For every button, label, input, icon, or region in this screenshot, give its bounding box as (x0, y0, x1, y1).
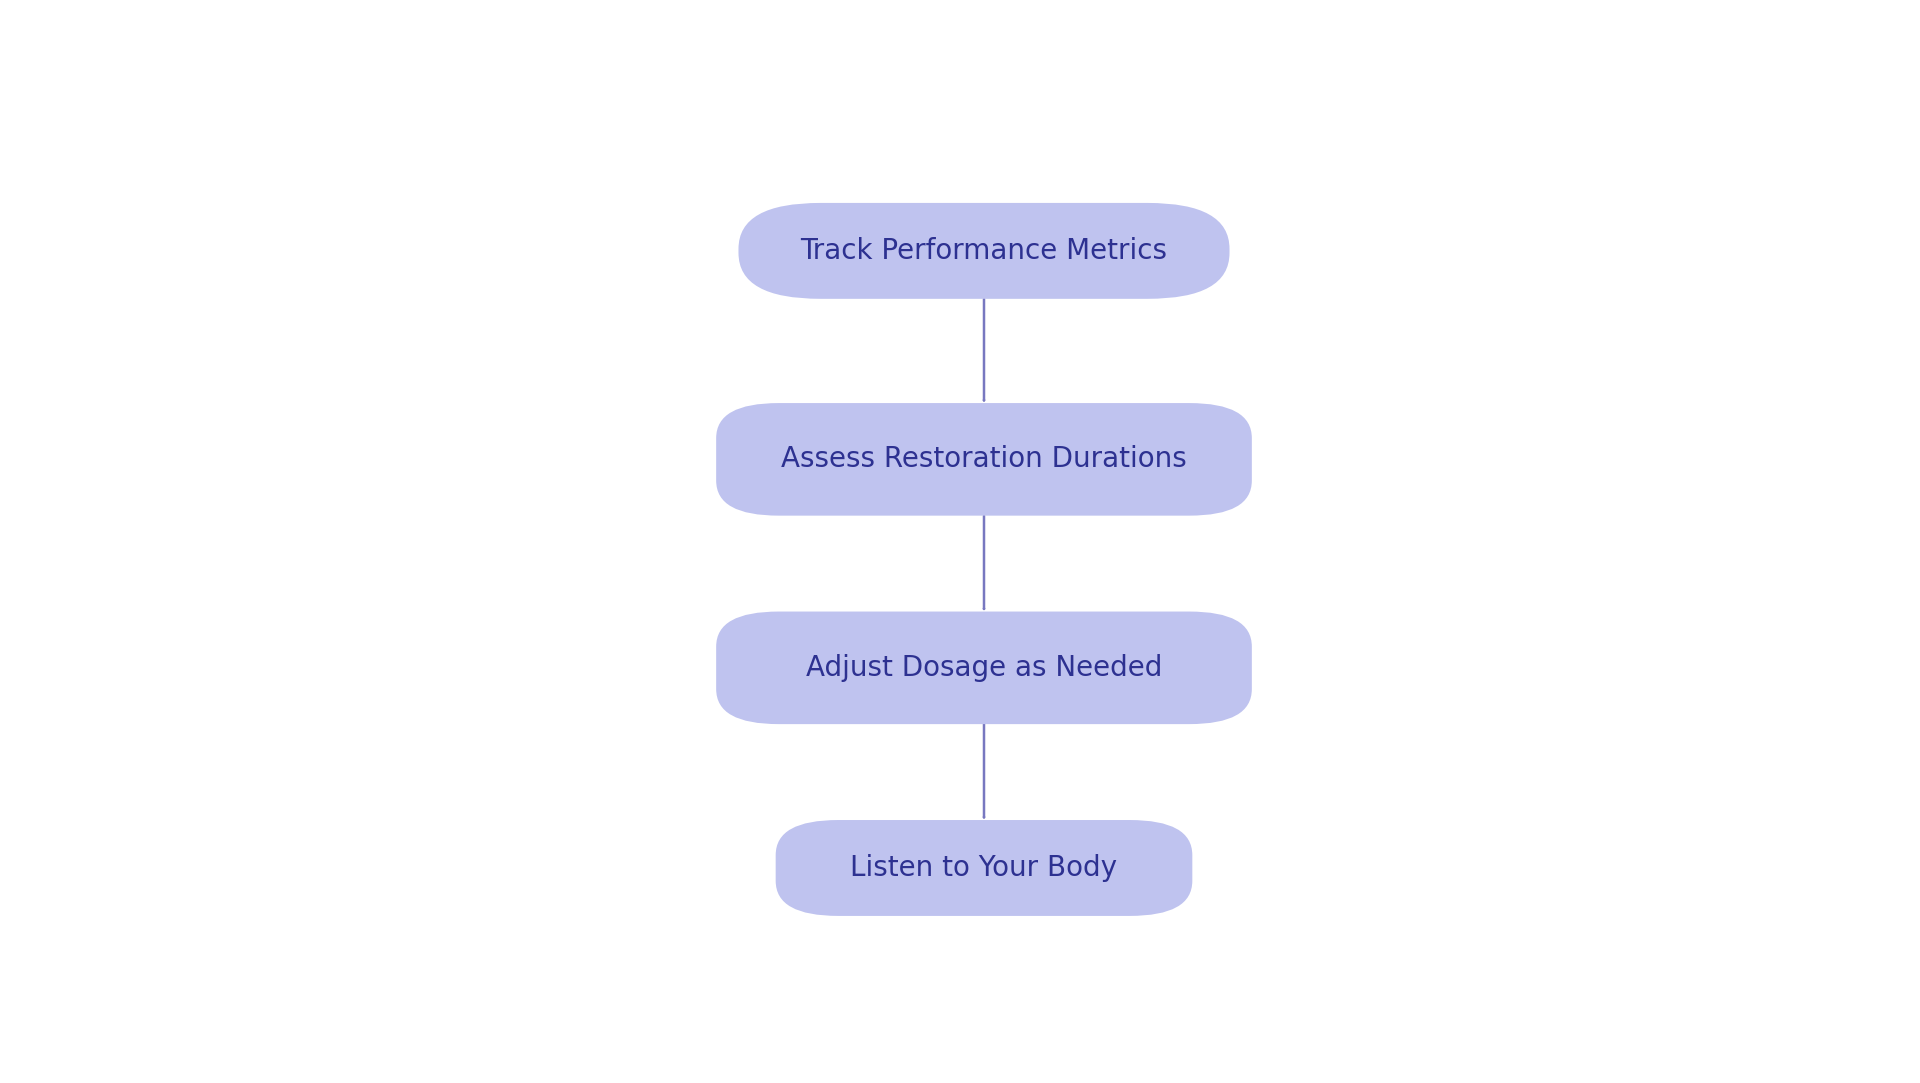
FancyBboxPatch shape (776, 820, 1192, 916)
Text: Track Performance Metrics: Track Performance Metrics (801, 237, 1167, 265)
Text: Listen to Your Body: Listen to Your Body (851, 854, 1117, 882)
Text: Adjust Dosage as Needed: Adjust Dosage as Needed (806, 654, 1162, 682)
FancyBboxPatch shape (716, 403, 1252, 516)
FancyBboxPatch shape (716, 612, 1252, 725)
Text: Assess Restoration Durations: Assess Restoration Durations (781, 445, 1187, 473)
FancyBboxPatch shape (739, 203, 1229, 299)
